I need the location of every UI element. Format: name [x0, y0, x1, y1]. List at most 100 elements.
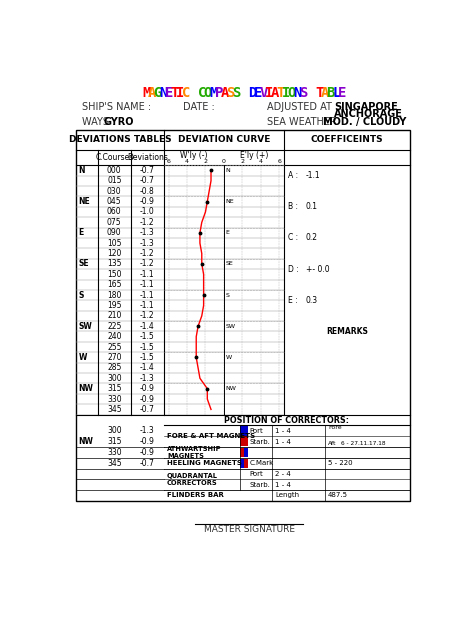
Text: SINGAPORE: SINGAPORE [334, 102, 398, 112]
Text: 2 - 4: 2 - 4 [275, 471, 291, 477]
Text: S: S [226, 86, 235, 100]
Text: 195: 195 [107, 301, 121, 310]
Bar [240, 447, 244, 457]
Text: -0.9: -0.9 [140, 448, 155, 457]
Text: -0.8: -0.8 [140, 186, 155, 196]
Text: 0.2: 0.2 [306, 233, 318, 243]
Text: D :: D : [288, 265, 299, 274]
Text: Aft: Aft [328, 441, 337, 446]
Text: -1.2: -1.2 [140, 259, 155, 269]
Text: -1.5: -1.5 [140, 332, 155, 341]
Text: +- 0.0: +- 0.0 [306, 265, 329, 274]
Text: -0.9: -0.9 [140, 394, 155, 404]
Text: M: M [143, 86, 151, 100]
Text: NE: NE [226, 199, 234, 204]
Text: SE: SE [79, 259, 89, 269]
Text: 225: 225 [107, 322, 121, 331]
Text: -1.5: -1.5 [140, 343, 155, 351]
Text: S: S [299, 86, 307, 100]
Text: I: I [176, 86, 184, 100]
Text: O: O [204, 86, 212, 100]
Text: 090: 090 [107, 228, 122, 237]
Text: I: I [282, 86, 291, 100]
Text: -0.7: -0.7 [140, 459, 155, 468]
Text: Starb.: Starb. [249, 439, 270, 444]
Bar [76, 130, 410, 501]
Text: N: N [293, 86, 301, 100]
Text: Port: Port [249, 428, 263, 434]
Text: 180: 180 [107, 291, 121, 300]
Text: SHIP'S NAME :: SHIP'S NAME : [82, 102, 152, 112]
Text: -0.9: -0.9 [140, 384, 155, 393]
Text: 4: 4 [259, 159, 263, 164]
Text: C: C [198, 86, 207, 100]
Text: Fore: Fore [328, 425, 342, 430]
Text: 285: 285 [107, 363, 121, 372]
Text: A: A [271, 86, 279, 100]
Text: 015: 015 [107, 176, 121, 185]
Text: A :: A : [288, 171, 298, 180]
Text: L: L [332, 86, 341, 100]
Text: SE: SE [226, 262, 233, 267]
Text: 4: 4 [185, 159, 189, 164]
Text: -0.7: -0.7 [140, 405, 155, 414]
Text: 0.3: 0.3 [306, 296, 318, 305]
Text: -1.1: -1.1 [140, 291, 155, 300]
Text: SEA WEATHER: SEA WEATHER [267, 117, 337, 127]
Text: T: T [170, 86, 179, 100]
Text: Length: Length [275, 492, 300, 499]
Text: 5 - 220: 5 - 220 [328, 460, 353, 466]
Text: D: D [248, 86, 257, 100]
Text: SW: SW [79, 322, 92, 331]
Text: NW: NW [226, 386, 237, 391]
Text: 487.5: 487.5 [328, 492, 348, 499]
Text: T: T [316, 86, 324, 100]
Text: E: E [165, 86, 173, 100]
Text: 300: 300 [107, 374, 122, 383]
Text: E: E [338, 86, 346, 100]
Text: QUADRANTAL
CORRECTORS: QUADRANTAL CORRECTORS [167, 473, 218, 486]
Text: B :: B : [288, 202, 298, 211]
Bar [240, 426, 247, 446]
Text: NE: NE [79, 197, 91, 206]
Text: C :: C : [288, 233, 298, 243]
Text: FLINDERS BAR: FLINDERS BAR [167, 492, 224, 499]
Text: DATE :: DATE : [183, 102, 215, 112]
Bar [240, 459, 244, 468]
Text: C.Courses: C.Courses [95, 153, 133, 162]
Text: -0.9: -0.9 [140, 197, 155, 206]
Text: MOD. / CLOUDY: MOD. / CLOUDY [323, 117, 406, 127]
Text: 030: 030 [107, 186, 122, 196]
Text: A: A [220, 86, 229, 100]
Bar [244, 447, 247, 457]
Text: 150: 150 [107, 270, 121, 279]
Text: 045: 045 [107, 197, 122, 206]
Text: -1.1: -1.1 [306, 171, 320, 180]
Text: WAYS :: WAYS : [82, 117, 116, 127]
Text: W'ly (-): W'ly (-) [180, 150, 208, 160]
Text: MASTER SIGNATURE: MASTER SIGNATURE [204, 525, 295, 534]
Text: S: S [79, 291, 84, 300]
Text: GYRO: GYRO [103, 117, 134, 127]
Text: N: N [79, 166, 85, 175]
Text: 075: 075 [107, 218, 122, 227]
Text: -0.7: -0.7 [140, 176, 155, 185]
Text: NW: NW [79, 437, 93, 446]
Text: Deviations: Deviations [127, 153, 168, 162]
Text: 255: 255 [107, 343, 121, 351]
Text: 315: 315 [107, 437, 121, 446]
Text: 2: 2 [203, 159, 208, 164]
Text: E: E [79, 228, 84, 237]
Text: W: W [226, 355, 232, 360]
Text: ATHWARTSHIP
MAGNETS: ATHWARTSHIP MAGNETS [167, 446, 221, 459]
Text: 345: 345 [107, 459, 122, 468]
Text: 105: 105 [107, 239, 121, 248]
Text: I: I [265, 86, 273, 100]
Text: 2: 2 [240, 159, 245, 164]
Text: ANCHORAGE: ANCHORAGE [334, 109, 403, 119]
Text: COEFFICEINTS: COEFFICEINTS [310, 135, 383, 144]
Text: -0.9: -0.9 [140, 437, 155, 446]
Text: 1 - 4: 1 - 4 [275, 482, 292, 488]
Text: E :: E : [288, 296, 298, 305]
Text: S: S [232, 86, 240, 100]
